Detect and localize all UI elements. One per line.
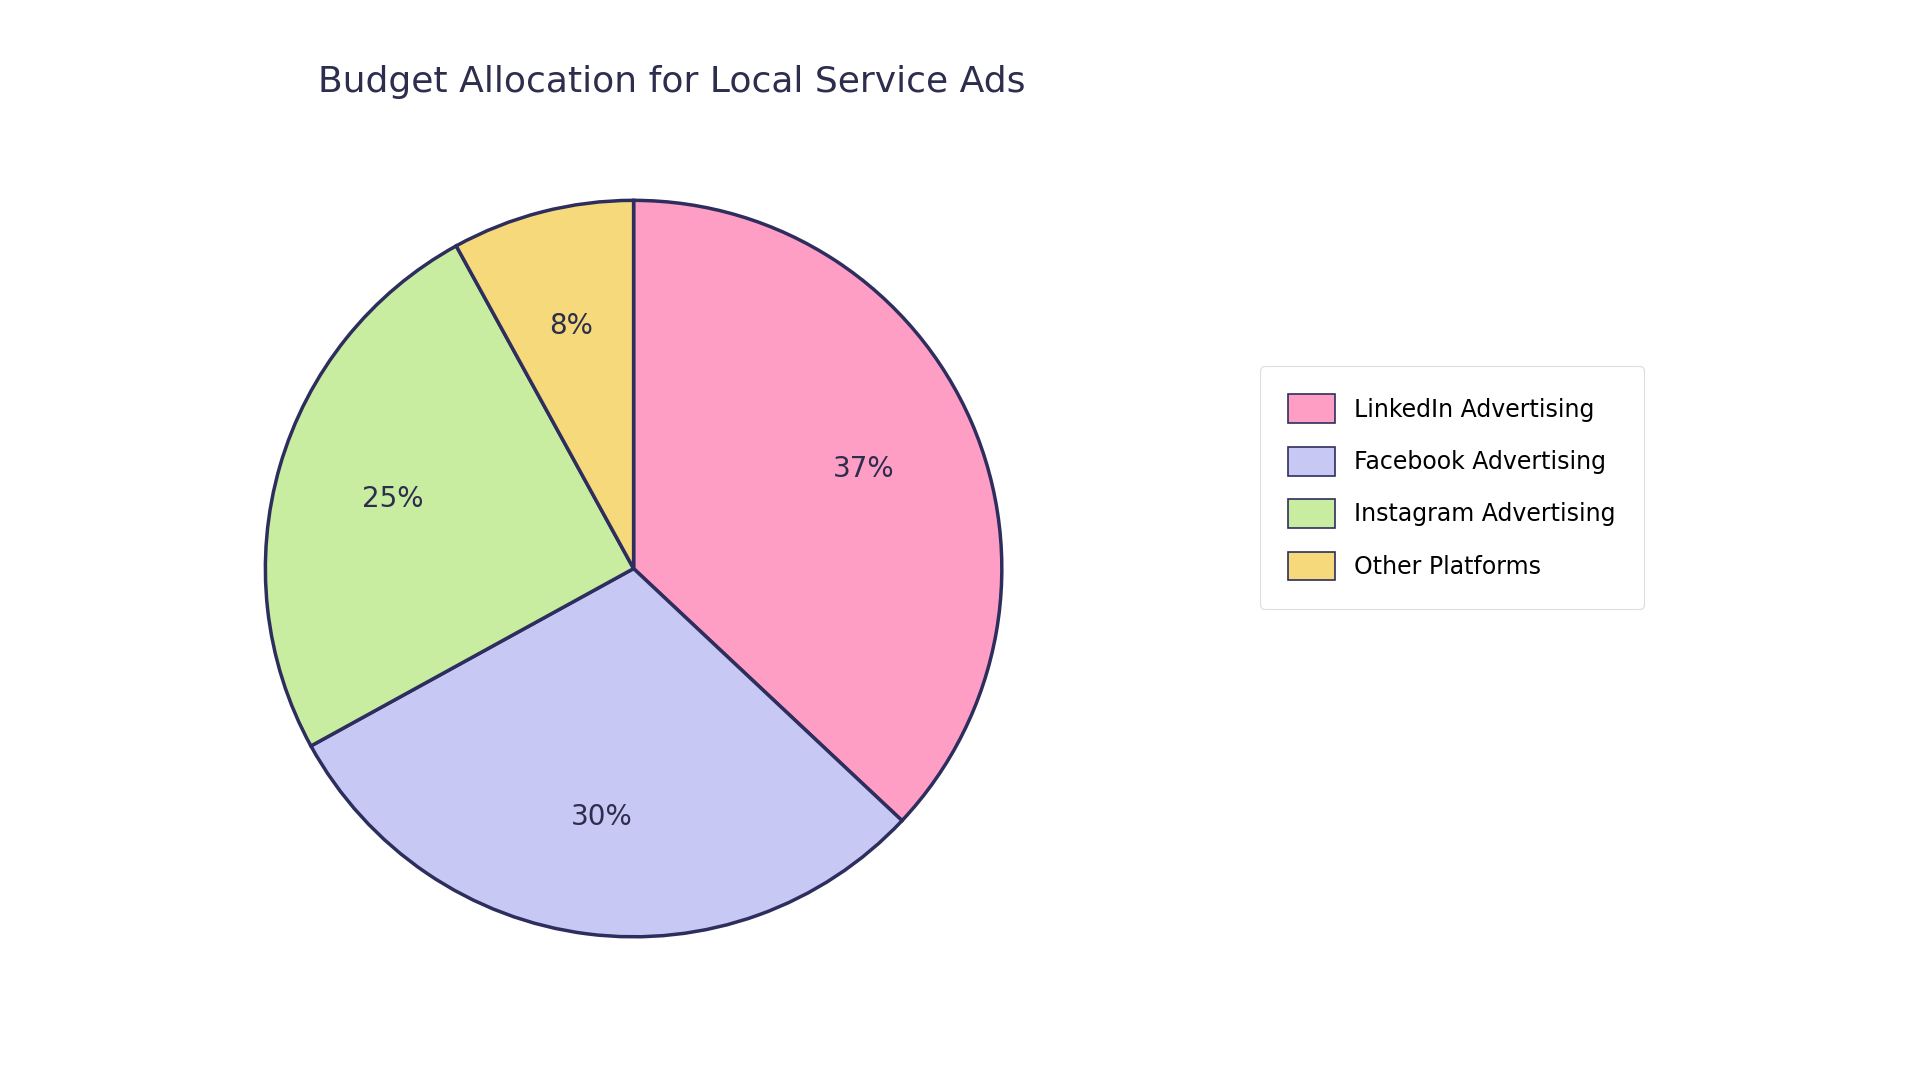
Wedge shape	[634, 200, 1002, 821]
Text: 30%: 30%	[572, 803, 634, 831]
Wedge shape	[265, 246, 634, 746]
Legend: LinkedIn Advertising, Facebook Advertising, Instagram Advertising, Other Platfor: LinkedIn Advertising, Facebook Advertisi…	[1260, 366, 1644, 609]
Wedge shape	[311, 569, 902, 937]
Wedge shape	[457, 200, 634, 569]
Text: 37%: 37%	[833, 455, 895, 483]
Text: 25%: 25%	[363, 485, 424, 512]
Text: 8%: 8%	[549, 312, 593, 340]
Text: Budget Allocation for Local Service Ads: Budget Allocation for Local Service Ads	[319, 65, 1025, 99]
